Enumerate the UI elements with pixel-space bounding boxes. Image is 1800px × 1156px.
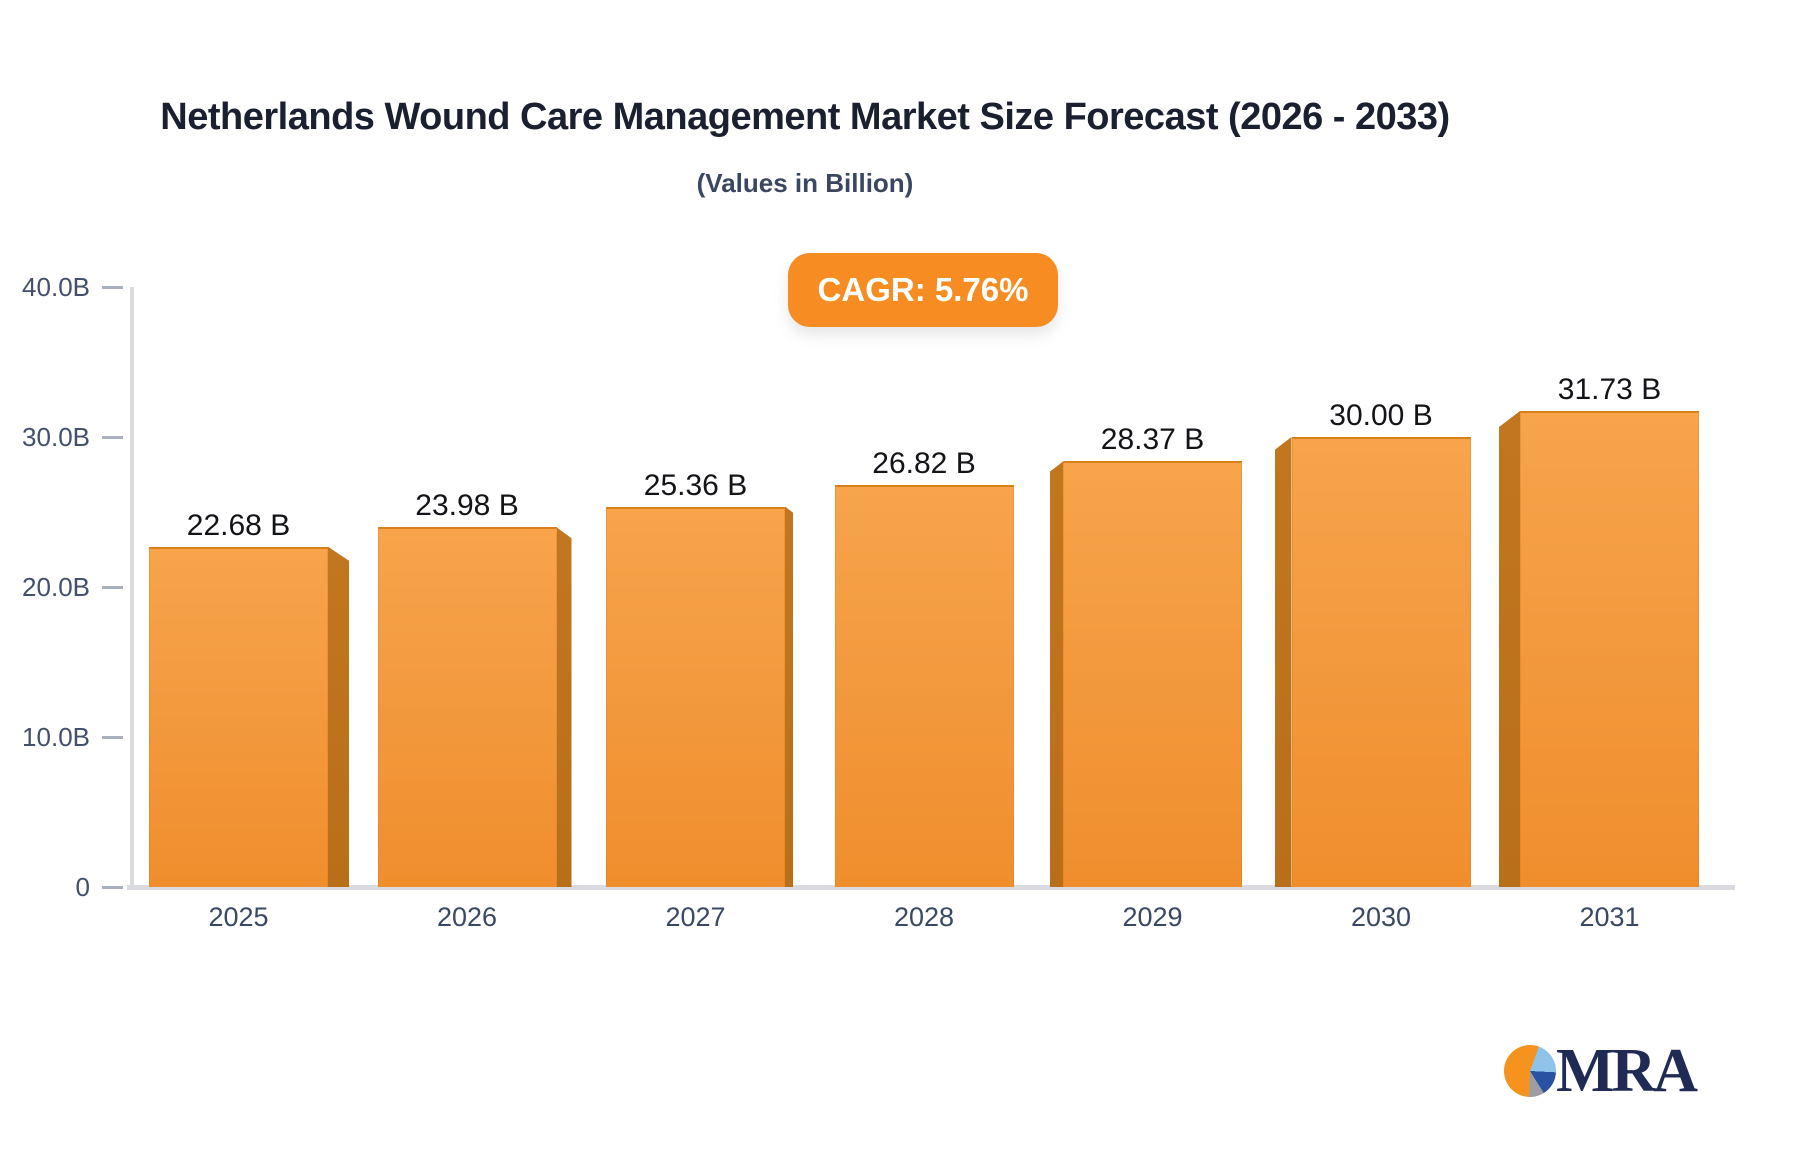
y-tick-dash (102, 885, 123, 889)
cagr-badge: CAGR: 5.76% (788, 253, 1058, 327)
logo-text: MRA (1556, 1037, 1698, 1105)
cagr-badge-label: CAGR: 5.76% (817, 271, 1029, 308)
logo-pie-icon (1504, 1045, 1556, 1097)
bar-value-label: 23.98 B (415, 489, 519, 523)
y-tick-label: 30.0B (22, 422, 90, 452)
bar-front-face (149, 546, 328, 887)
x-axis-label: 2031 (1579, 902, 1640, 932)
bar-value-label: 28.37 B (1100, 423, 1205, 457)
y-tick-dash (102, 285, 123, 289)
x-axis-label: 2028 (893, 902, 955, 932)
bar-2030 (1274, 437, 1471, 887)
y-axis-line (130, 287, 134, 889)
bar-side-face (1274, 437, 1292, 887)
x-axis-label: 2025 (208, 902, 269, 932)
bar-front-face (834, 484, 1014, 887)
bar-2031 (1499, 411, 1699, 887)
bar-front-face (1063, 461, 1242, 887)
bar-side-face (785, 506, 793, 887)
chart-title: Netherlands Wound Care Management Market… (160, 96, 1450, 138)
y-tick-dash (102, 585, 123, 589)
y-tick-label: 10.0B (22, 722, 90, 752)
x-axis-label: 2029 (1122, 902, 1183, 932)
bar-value-label: 22.68 B (186, 508, 291, 542)
brand-logo: MRA (1504, 1040, 1734, 1104)
y-tick-dash (102, 735, 123, 739)
bar-2028 (834, 484, 1014, 887)
x-axis-line (127, 885, 1735, 890)
bar-side-face (328, 546, 349, 887)
bar-side-face (1050, 461, 1063, 887)
y-tick-dash (102, 435, 123, 439)
chart-subtitle: (Values in Billion) (696, 168, 914, 198)
bar-side-face (1499, 411, 1520, 887)
bar-2025 (149, 546, 349, 887)
bar-value-label: 26.82 B (872, 446, 976, 480)
bar-2029 (1050, 461, 1242, 887)
bar-value-label: 30.00 B (1329, 399, 1433, 432)
bar-front-face (606, 506, 785, 887)
y-tick-label: 0 (75, 872, 90, 902)
bar-2026 (377, 527, 572, 887)
bar-front-face (377, 527, 557, 887)
x-axis-label: 2030 (1350, 902, 1412, 932)
x-axis-label: 2027 (665, 902, 726, 932)
bar-side-face (556, 527, 572, 887)
bar-2027 (606, 506, 793, 887)
bar-front-face (1291, 437, 1471, 887)
y-tick-label: 20.0B (22, 572, 90, 602)
bar-front-face (1520, 411, 1699, 887)
bar-value-label: 31.73 B (1557, 373, 1662, 407)
bar-value-label: 25.36 B (643, 468, 748, 502)
x-axis-label: 2026 (436, 902, 498, 932)
y-tick-label: 40.0B (22, 272, 90, 302)
